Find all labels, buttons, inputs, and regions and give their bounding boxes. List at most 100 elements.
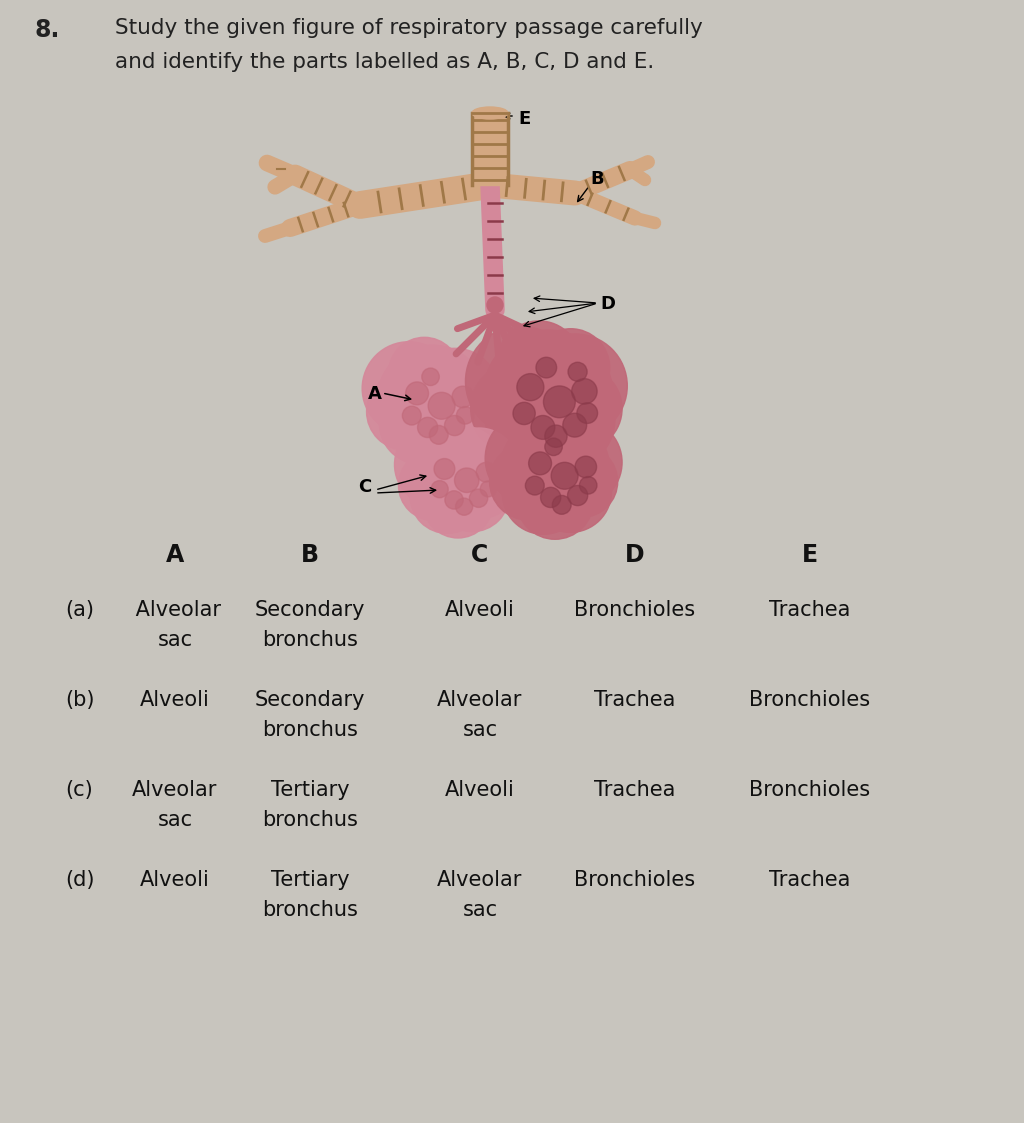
Text: E: E: [518, 110, 530, 128]
Text: Bronchioles: Bronchioles: [574, 870, 695, 891]
Text: Alveoli: Alveoli: [445, 600, 515, 620]
Text: Alveolar: Alveolar: [129, 600, 221, 620]
Circle shape: [377, 345, 487, 455]
Circle shape: [535, 418, 623, 506]
Circle shape: [525, 476, 544, 495]
Text: Alveoli: Alveoli: [140, 690, 210, 710]
Text: A: A: [166, 544, 184, 567]
Circle shape: [429, 426, 449, 445]
Circle shape: [530, 416, 555, 439]
Circle shape: [528, 451, 552, 475]
Text: Alveolar: Alveolar: [132, 780, 218, 800]
Circle shape: [444, 416, 465, 436]
Text: (d): (d): [65, 870, 94, 891]
Circle shape: [577, 403, 598, 423]
Circle shape: [500, 416, 610, 524]
Circle shape: [563, 413, 587, 437]
Circle shape: [497, 321, 582, 405]
Circle shape: [567, 485, 588, 505]
Circle shape: [483, 330, 613, 460]
Circle shape: [452, 386, 473, 408]
Text: (c): (c): [65, 780, 93, 800]
Circle shape: [408, 424, 508, 524]
Circle shape: [513, 402, 536, 424]
Text: Trachea: Trachea: [769, 870, 851, 891]
Circle shape: [480, 481, 497, 496]
Text: (b): (b): [65, 690, 94, 710]
Text: bronchus: bronchus: [262, 810, 358, 830]
Circle shape: [362, 341, 456, 436]
Circle shape: [580, 476, 597, 494]
Circle shape: [423, 376, 495, 447]
Text: sac: sac: [158, 810, 193, 830]
Text: D: D: [626, 544, 645, 567]
Text: Tertiary: Tertiary: [270, 870, 349, 891]
Circle shape: [516, 463, 594, 539]
Circle shape: [546, 446, 617, 518]
Text: E: E: [802, 544, 818, 567]
Text: sac: sac: [463, 900, 498, 920]
Circle shape: [406, 382, 428, 404]
Text: Tertiary: Tertiary: [270, 780, 349, 800]
Text: C: C: [358, 478, 372, 496]
Text: C: C: [471, 544, 488, 567]
Circle shape: [434, 457, 510, 532]
Circle shape: [394, 422, 479, 506]
Text: and identify the parts labelled as A, B, C, D and E.: and identify the parts labelled as A, B,…: [115, 52, 654, 72]
Circle shape: [541, 487, 561, 508]
Polygon shape: [472, 113, 508, 185]
Text: sac: sac: [463, 720, 498, 740]
Text: 8.: 8.: [35, 18, 60, 42]
Circle shape: [428, 392, 455, 419]
Circle shape: [512, 408, 583, 478]
Circle shape: [487, 296, 503, 313]
Circle shape: [545, 424, 567, 447]
Circle shape: [538, 366, 623, 451]
Circle shape: [367, 373, 443, 450]
Circle shape: [466, 326, 575, 437]
Ellipse shape: [472, 107, 508, 119]
Circle shape: [517, 372, 615, 468]
Text: Alveolar: Alveolar: [437, 690, 522, 710]
Circle shape: [471, 363, 561, 454]
Circle shape: [450, 453, 515, 518]
Text: Secondary: Secondary: [255, 690, 366, 710]
Circle shape: [485, 374, 583, 471]
Circle shape: [517, 374, 544, 401]
Circle shape: [439, 428, 519, 508]
Circle shape: [529, 450, 611, 532]
Text: A: A: [368, 385, 382, 403]
Text: (a): (a): [65, 600, 94, 620]
Text: Trachea: Trachea: [769, 600, 851, 620]
Text: Bronchioles: Bronchioles: [750, 780, 870, 800]
Circle shape: [444, 491, 463, 509]
Text: Alveolar: Alveolar: [437, 870, 522, 891]
Circle shape: [418, 418, 438, 438]
Circle shape: [402, 407, 421, 424]
Circle shape: [476, 463, 496, 482]
Circle shape: [411, 348, 499, 437]
Circle shape: [393, 392, 470, 469]
Circle shape: [398, 450, 469, 520]
Text: sac: sac: [158, 630, 193, 650]
Circle shape: [407, 380, 488, 463]
Circle shape: [485, 412, 579, 505]
Text: bronchus: bronchus: [262, 720, 358, 740]
Text: Secondary: Secondary: [255, 600, 366, 620]
Text: bronchus: bronchus: [262, 900, 358, 920]
Text: Alveoli: Alveoli: [445, 780, 515, 800]
Circle shape: [434, 458, 455, 480]
Text: Bronchioles: Bronchioles: [750, 690, 870, 710]
Text: B: B: [590, 170, 603, 188]
Text: Trachea: Trachea: [594, 780, 676, 800]
Circle shape: [568, 363, 587, 382]
Circle shape: [571, 378, 597, 404]
Circle shape: [502, 451, 585, 535]
Text: Trachea: Trachea: [594, 690, 676, 710]
Circle shape: [410, 458, 485, 533]
Circle shape: [456, 499, 473, 515]
Circle shape: [388, 337, 460, 409]
Circle shape: [552, 495, 571, 514]
Circle shape: [457, 407, 474, 424]
Text: bronchus: bronchus: [262, 630, 358, 650]
